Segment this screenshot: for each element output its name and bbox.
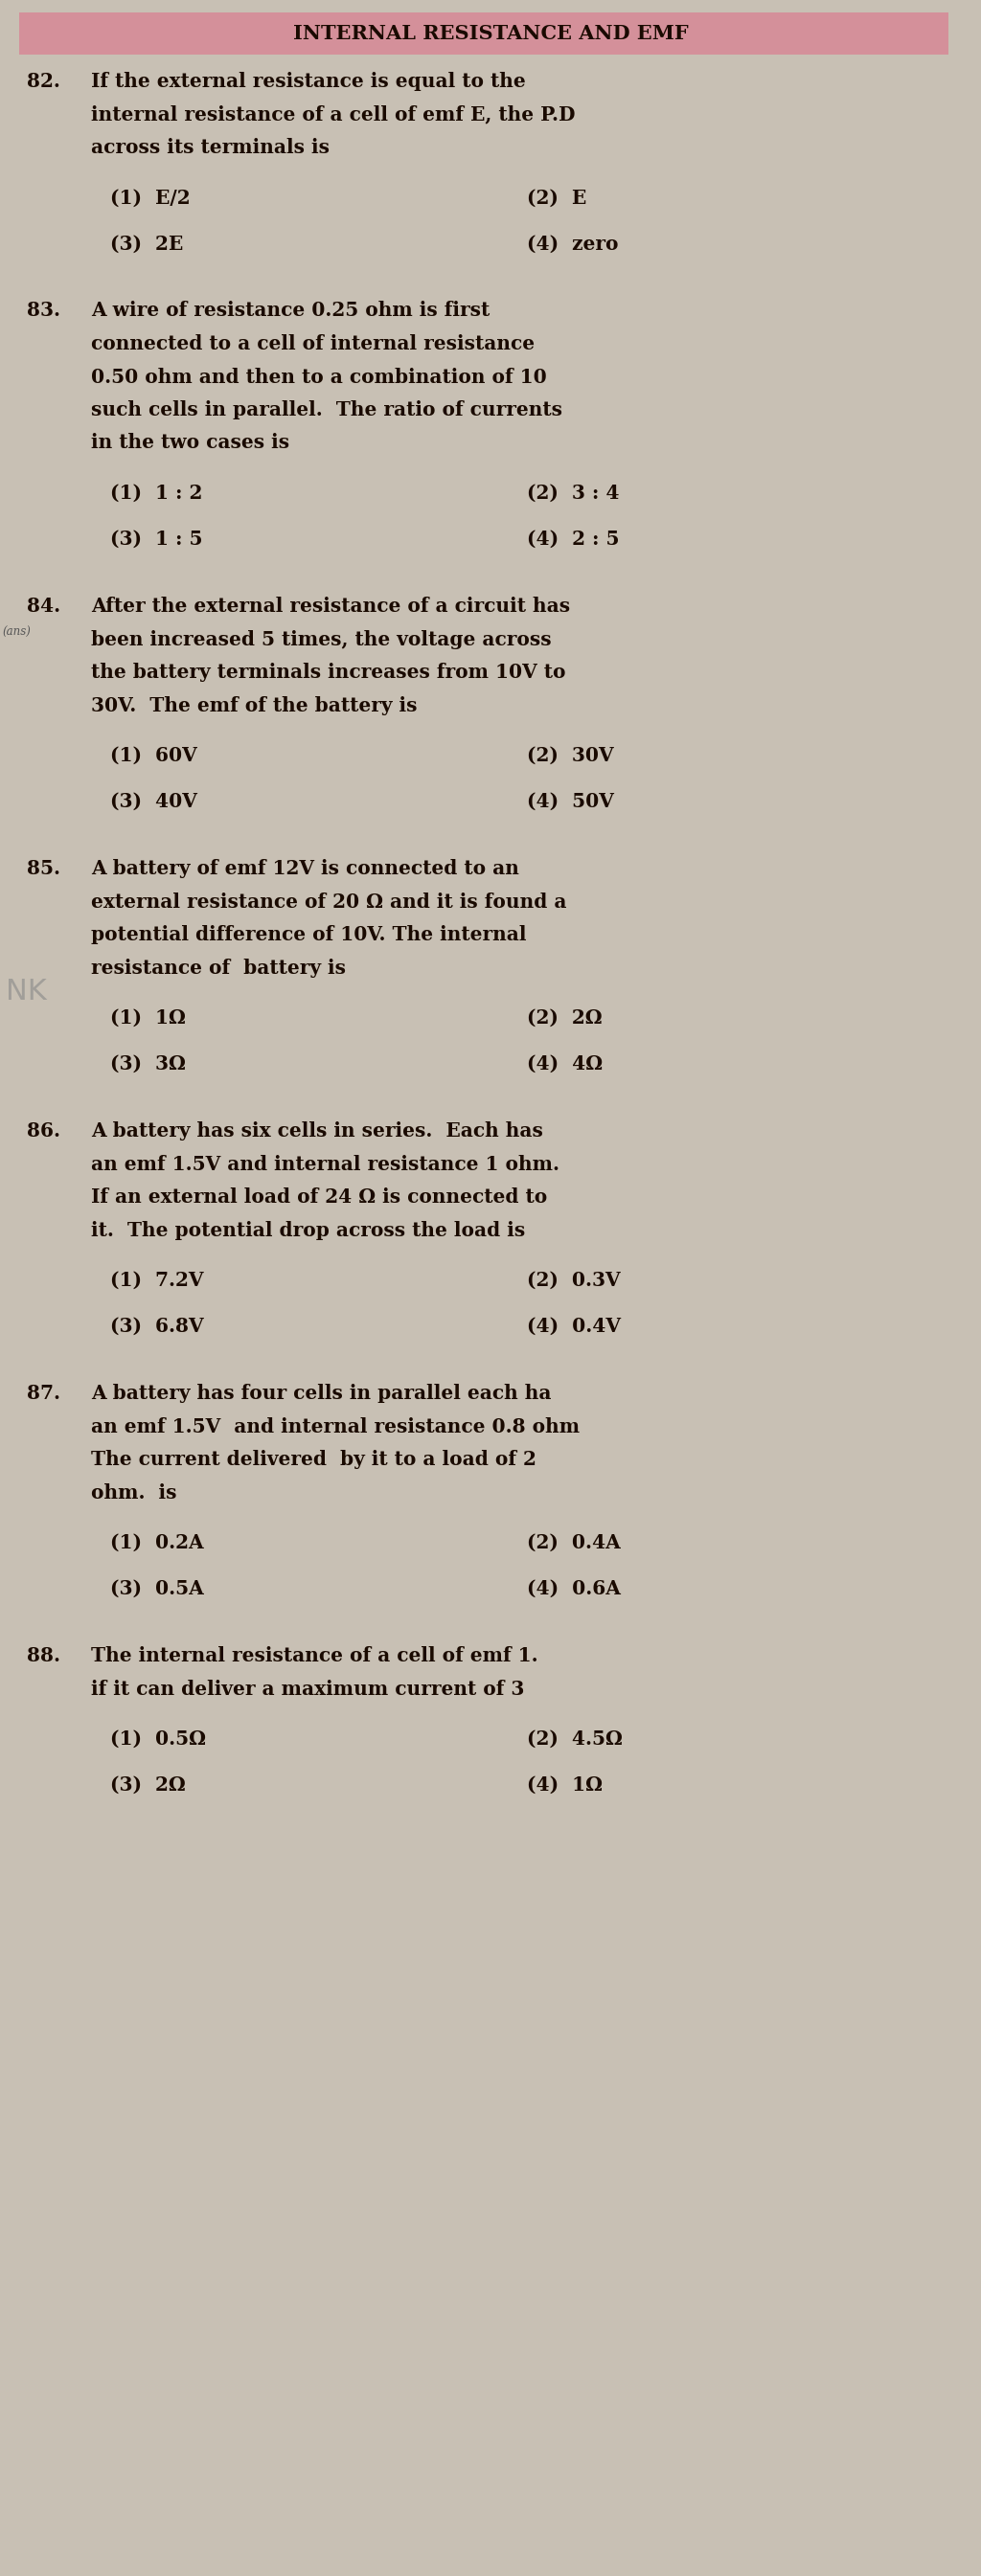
Text: (2)  2Ω: (2) 2Ω (527, 1007, 602, 1028)
Text: A battery has four cells in parallel each ha: A battery has four cells in parallel eac… (91, 1383, 551, 1404)
Text: (1)  0.2A: (1) 0.2A (110, 1533, 204, 1553)
Text: connected to a cell of internal resistance: connected to a cell of internal resistan… (91, 335, 535, 353)
Text: the battery terminals increases from 10V to: the battery terminals increases from 10V… (91, 662, 566, 683)
Text: been increased 5 times, the voltage across: been increased 5 times, the voltage acro… (91, 629, 551, 649)
Text: 88.: 88. (26, 1646, 61, 1664)
Text: A battery has six cells in series.  Each has: A battery has six cells in series. Each … (91, 1121, 543, 1141)
Text: (1)  7.2V: (1) 7.2V (110, 1270, 204, 1291)
Text: (2)  4.5Ω: (2) 4.5Ω (527, 1728, 623, 1749)
Text: it.  The potential drop across the load is: it. The potential drop across the load i… (91, 1221, 525, 1239)
Text: (2)  0.4A: (2) 0.4A (527, 1533, 621, 1553)
Text: If an external load of 24 Ω is connected to: If an external load of 24 Ω is connected… (91, 1188, 547, 1206)
Text: (1)  0.5Ω: (1) 0.5Ω (110, 1728, 206, 1749)
Text: (4)  50V: (4) 50V (527, 791, 614, 811)
Text: 82.: 82. (26, 72, 60, 90)
Text: potential difference of 10V. The internal: potential difference of 10V. The interna… (91, 925, 527, 945)
Text: such cells in parallel.  The ratio of currents: such cells in parallel. The ratio of cur… (91, 399, 562, 420)
Text: (1)  1 : 2: (1) 1 : 2 (110, 484, 202, 502)
Text: (3)  6.8V: (3) 6.8V (110, 1316, 204, 1337)
Text: (4)  zero: (4) zero (527, 234, 618, 252)
Text: (4)  1Ω: (4) 1Ω (527, 1775, 602, 1795)
Text: (4)  4Ω: (4) 4Ω (527, 1054, 602, 1074)
FancyBboxPatch shape (20, 13, 949, 54)
Text: if it can deliver a maximum current of 3: if it can deliver a maximum current of 3 (91, 1680, 525, 1698)
Text: (3)  2E: (3) 2E (110, 234, 183, 252)
Text: NK: NK (6, 979, 47, 1005)
Text: an emf 1.5V  and internal resistance 0.8 ohm: an emf 1.5V and internal resistance 0.8 … (91, 1417, 580, 1435)
Text: an emf 1.5V and internal resistance 1 ohm.: an emf 1.5V and internal resistance 1 oh… (91, 1154, 559, 1175)
Text: external resistance of 20 Ω and it is found a: external resistance of 20 Ω and it is fo… (91, 891, 567, 912)
Text: (2)  3 : 4: (2) 3 : 4 (527, 484, 619, 502)
Text: (4)  2 : 5: (4) 2 : 5 (527, 531, 619, 549)
Text: (3)  40V: (3) 40V (110, 791, 197, 811)
Text: The internal resistance of a cell of emf 1.: The internal resistance of a cell of emf… (91, 1646, 538, 1664)
Text: (3)  2Ω: (3) 2Ω (110, 1775, 185, 1795)
Text: 83.: 83. (26, 301, 61, 319)
Text: 84.: 84. (26, 598, 61, 616)
Text: (3)  0.5A: (3) 0.5A (110, 1579, 204, 1597)
Text: (1)  E/2: (1) E/2 (110, 188, 190, 206)
Text: across its terminals is: across its terminals is (91, 139, 330, 157)
Text: 87.: 87. (26, 1383, 61, 1404)
Text: 85.: 85. (26, 858, 61, 878)
Text: (2)  30V: (2) 30V (527, 747, 614, 765)
Text: internal resistance of a cell of emf E, the P.D: internal resistance of a cell of emf E, … (91, 106, 575, 124)
Text: (4)  0.4V: (4) 0.4V (527, 1316, 621, 1337)
Text: If the external resistance is equal to the: If the external resistance is equal to t… (91, 72, 526, 90)
Text: (ans): (ans) (2, 626, 30, 639)
Text: A wire of resistance 0.25 ohm is first: A wire of resistance 0.25 ohm is first (91, 301, 490, 319)
Text: After the external resistance of a circuit has: After the external resistance of a circu… (91, 598, 570, 616)
Text: resistance of  battery is: resistance of battery is (91, 958, 346, 976)
Text: (2)  E: (2) E (527, 188, 587, 206)
Text: in the two cases is: in the two cases is (91, 433, 289, 453)
Text: A battery of emf 12V is connected to an: A battery of emf 12V is connected to an (91, 858, 519, 878)
Text: (3)  1 : 5: (3) 1 : 5 (110, 531, 203, 549)
Text: (3)  3Ω: (3) 3Ω (110, 1054, 185, 1074)
Text: (1)  1Ω: (1) 1Ω (110, 1007, 185, 1028)
Text: The current delivered  by it to a load of 2: The current delivered by it to a load of… (91, 1450, 537, 1468)
Text: (1)  60V: (1) 60V (110, 747, 197, 765)
Text: 0.50 ohm and then to a combination of 10: 0.50 ohm and then to a combination of 10 (91, 368, 546, 386)
Text: (2)  0.3V: (2) 0.3V (527, 1270, 620, 1291)
Text: ohm.  is: ohm. is (91, 1484, 177, 1502)
Text: INTERNAL RESISTANCE AND EMF: INTERNAL RESISTANCE AND EMF (293, 23, 688, 44)
Text: (4)  0.6A: (4) 0.6A (527, 1579, 621, 1597)
Text: 86.: 86. (26, 1121, 61, 1141)
Text: 30V.  The emf of the battery is: 30V. The emf of the battery is (91, 696, 417, 716)
